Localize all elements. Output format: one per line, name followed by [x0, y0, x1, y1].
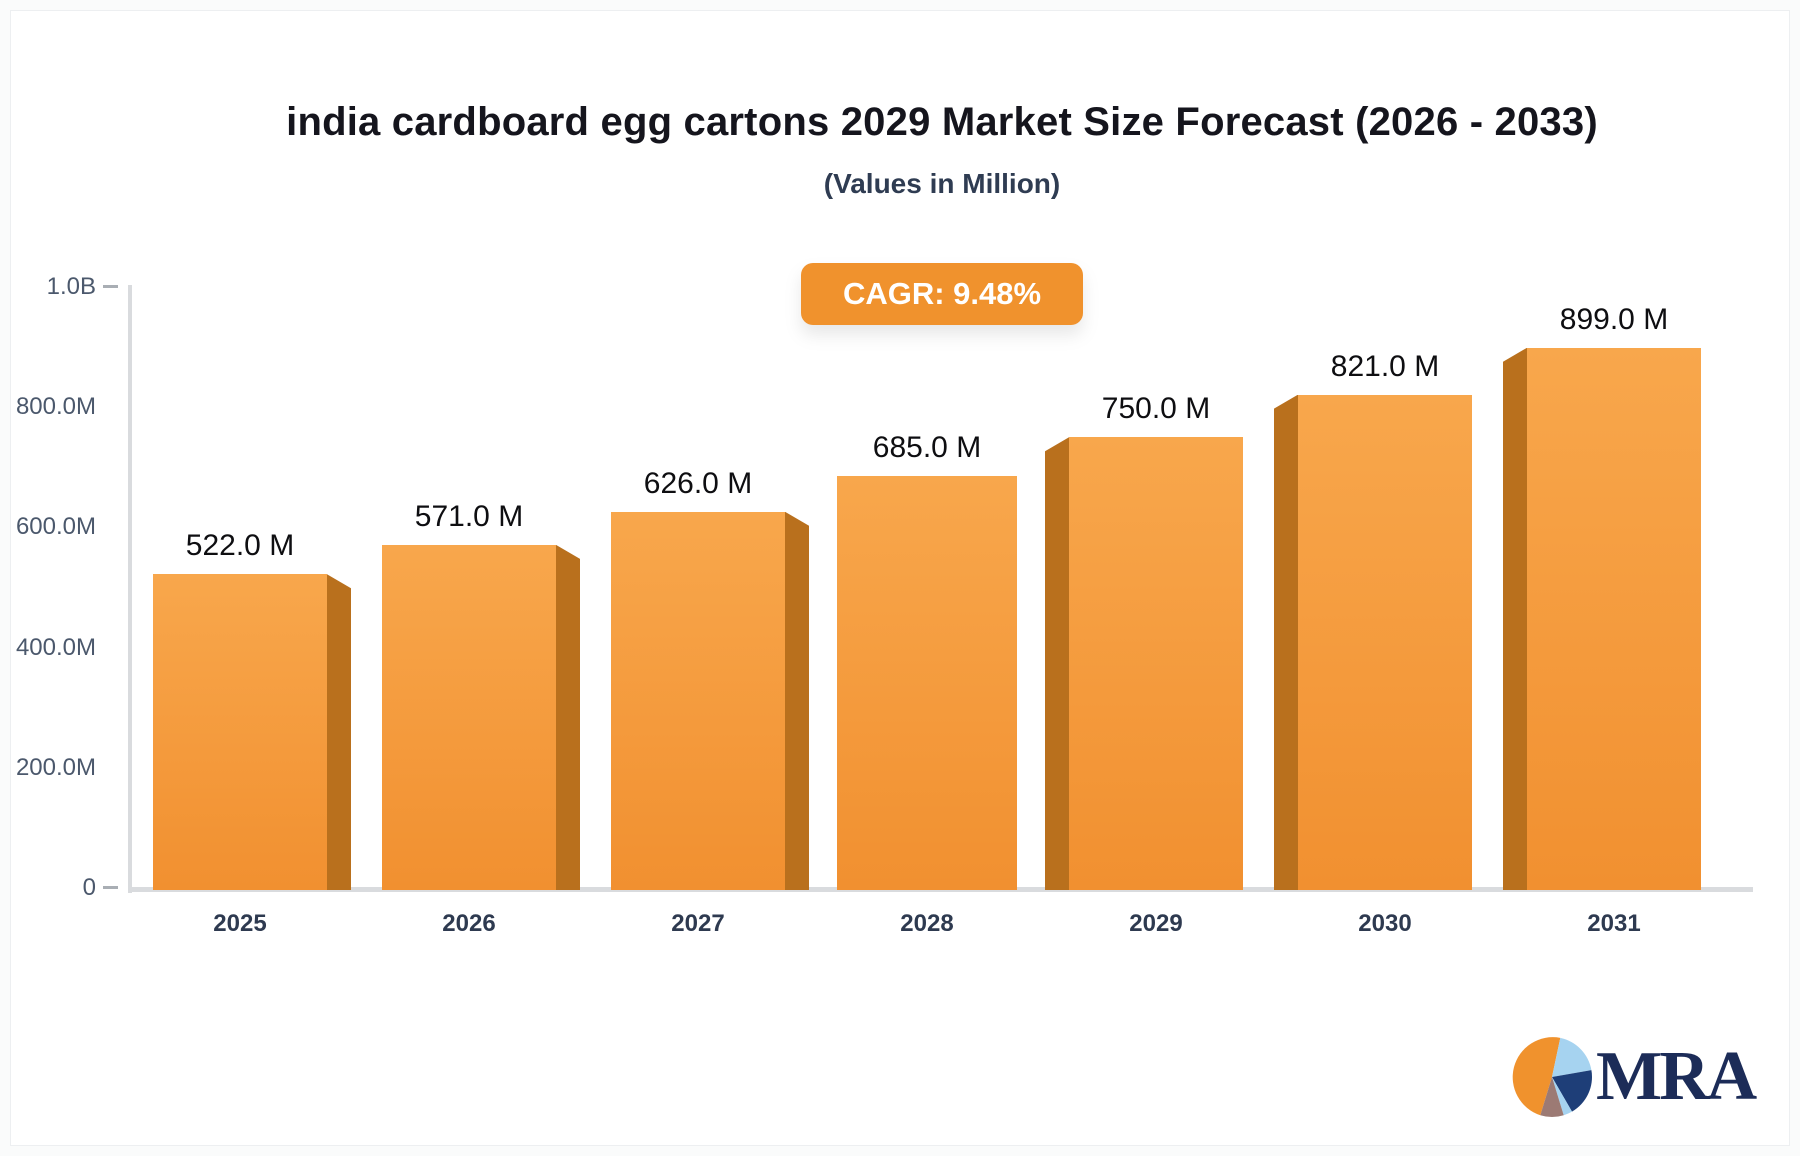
x-axis-label: 2027	[671, 910, 725, 937]
bar-face	[1527, 347, 1701, 890]
bar-value-label: 821.0 M	[1330, 349, 1440, 383]
bar-side-3d	[1274, 394, 1298, 890]
bar-side-3d	[327, 574, 351, 890]
x-axis-label: 2026	[442, 910, 496, 937]
bar-face	[837, 476, 1017, 890]
bar-value-label: 685.0 M	[872, 431, 982, 465]
y-axis-line	[128, 285, 132, 893]
y-axis-tick	[103, 285, 118, 288]
bar-value-label: 626.0 M	[643, 466, 753, 500]
bar-value-label: 899.0 M	[1559, 302, 1669, 336]
x-axis-label: 2028	[900, 910, 954, 937]
y-axis-tick	[103, 886, 118, 889]
y-axis-label: 200.0M	[15, 753, 96, 781]
bar-side-3d	[556, 544, 580, 890]
bar-value-label: 522.0 M	[185, 529, 295, 563]
logo-pie-icon	[1512, 1037, 1592, 1117]
cagr-badge: CAGR: 9.48%	[801, 263, 1083, 325]
logo: MRA	[1510, 1032, 1757, 1122]
y-axis-label: 0	[82, 874, 96, 901]
y-axis-label: 600.0M	[15, 513, 96, 541]
x-axis-label: 2025	[213, 910, 267, 937]
x-axis-label: 2031	[1587, 910, 1641, 937]
bar-side-3d	[1503, 347, 1527, 890]
bar-face	[611, 511, 785, 890]
bar-value-label: 750.0 M	[1101, 392, 1211, 426]
bar-face	[1298, 394, 1472, 890]
y-axis-label: 1.0B	[46, 273, 96, 300]
bar-face	[153, 574, 327, 890]
bar-value-label: 571.0 M	[414, 499, 524, 533]
bar-face	[382, 544, 556, 890]
chart-title: india cardboard egg cartons 2029 Market …	[286, 100, 1598, 144]
x-axis-label: 2029	[1129, 910, 1183, 937]
x-axis-label: 2030	[1358, 910, 1412, 937]
bar-face	[1069, 437, 1243, 890]
y-axis-label: 800.0M	[15, 393, 96, 421]
bar-side-3d	[1045, 437, 1069, 890]
chart-subtitle: (Values in Million)	[823, 168, 1061, 199]
bar-side-3d	[785, 511, 809, 890]
y-axis-label: 400.0M	[15, 633, 96, 661]
logo-text: MRA	[1596, 1038, 1757, 1115]
